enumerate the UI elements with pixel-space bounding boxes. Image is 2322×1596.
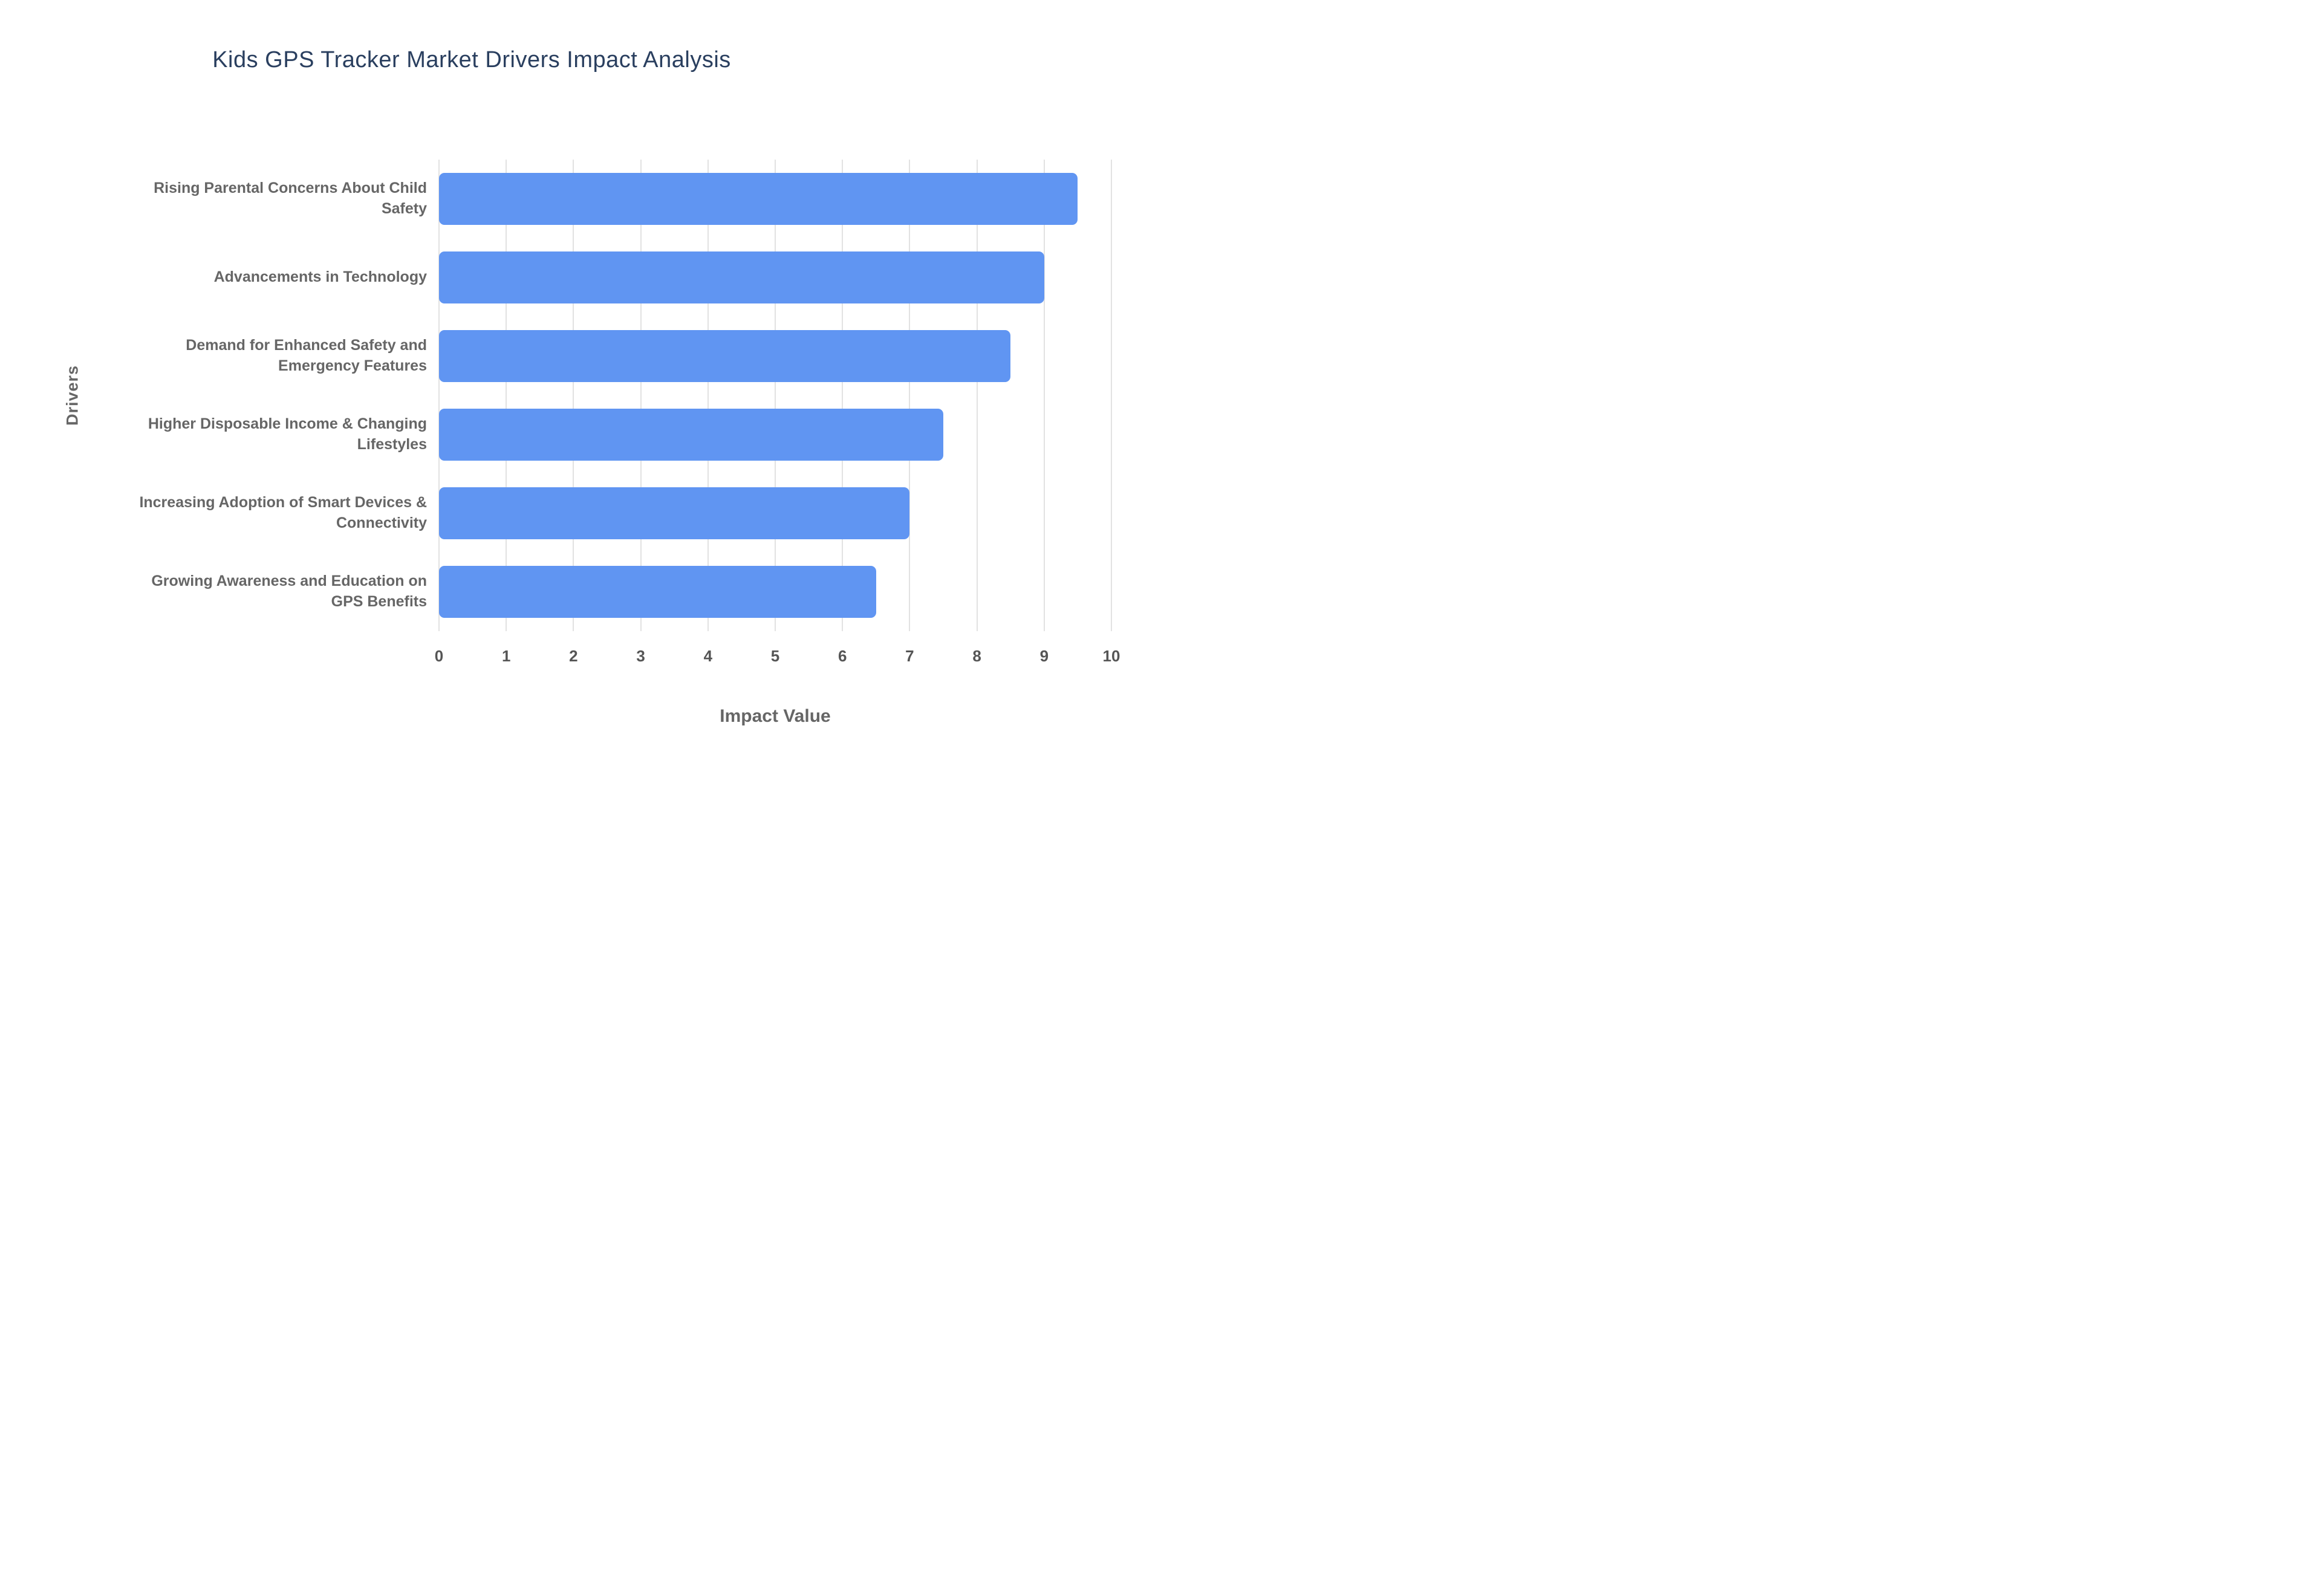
x-tick-label: 9 — [1039, 647, 1049, 665]
bar-row — [439, 160, 1111, 238]
bar-row — [439, 395, 1111, 474]
y-category-label-text: Advancements in Technology — [213, 268, 427, 286]
bar — [439, 330, 1011, 382]
y-category-label: Rising Parental Concerns About Child Saf… — [103, 160, 427, 238]
x-tick-label: 5 — [770, 647, 780, 665]
bar-row — [439, 553, 1111, 631]
y-category-label-text: Rising Parental Concerns About Child Saf… — [154, 180, 427, 217]
x-tick-label: 8 — [972, 647, 981, 665]
y-category-label: Advancements in Technology — [103, 238, 427, 317]
gridline — [1111, 160, 1112, 631]
bar — [439, 173, 1078, 225]
bar-row — [439, 474, 1111, 553]
bar — [439, 251, 1044, 303]
x-tick-label: 3 — [636, 647, 645, 665]
bar-row — [439, 317, 1111, 395]
gridline — [438, 160, 440, 631]
gridline — [909, 160, 911, 631]
y-axis-category-labels: Rising Parental Concerns About Child Saf… — [103, 160, 427, 631]
gridline — [506, 160, 507, 631]
plot-area — [438, 160, 1112, 631]
y-category-label-text: Demand for Enhanced Safety and Emergency… — [186, 337, 427, 374]
y-category-label-text: Higher Disposable Income & Changing Life… — [148, 415, 427, 453]
y-category-label: Higher Disposable Income & Changing Life… — [103, 395, 427, 474]
gridline — [707, 160, 709, 631]
bar — [439, 566, 876, 618]
x-tick-label: 4 — [703, 647, 713, 665]
bar — [439, 409, 943, 461]
x-tick-label: 7 — [905, 647, 914, 665]
bar — [439, 487, 910, 539]
x-tick-label: 1 — [501, 647, 511, 665]
x-tick-label: 0 — [434, 647, 444, 665]
gridline — [1043, 160, 1045, 631]
y-category-label: Growing Awareness and Education on GPS B… — [103, 553, 427, 631]
x-tick-label: 6 — [837, 647, 847, 665]
gridline — [640, 160, 642, 631]
x-axis-title: Impact Value — [720, 706, 831, 726]
x-axis-tick-labels: 0 1 2 3 4 5 6 7 8 9 10 — [435, 647, 1120, 671]
y-category-label-text: Growing Awareness and Education on GPS B… — [151, 573, 427, 610]
gridline — [842, 160, 844, 631]
y-axis-title: Drivers — [63, 365, 82, 426]
bar-row — [439, 238, 1111, 317]
y-category-label: Increasing Adoption of Smart Devices & C… — [103, 474, 427, 553]
gridline — [976, 160, 978, 631]
bar-series — [439, 160, 1111, 631]
x-tick-label: 10 — [1102, 647, 1120, 665]
gridline — [775, 160, 776, 631]
y-category-label: Demand for Enhanced Safety and Emergency… — [103, 317, 427, 395]
chart-title: Kids GPS Tracker Market Drivers Impact A… — [212, 47, 731, 73]
gridline — [573, 160, 574, 631]
y-category-label-text: Increasing Adoption of Smart Devices & C… — [139, 494, 427, 531]
x-tick-label: 2 — [569, 647, 578, 665]
